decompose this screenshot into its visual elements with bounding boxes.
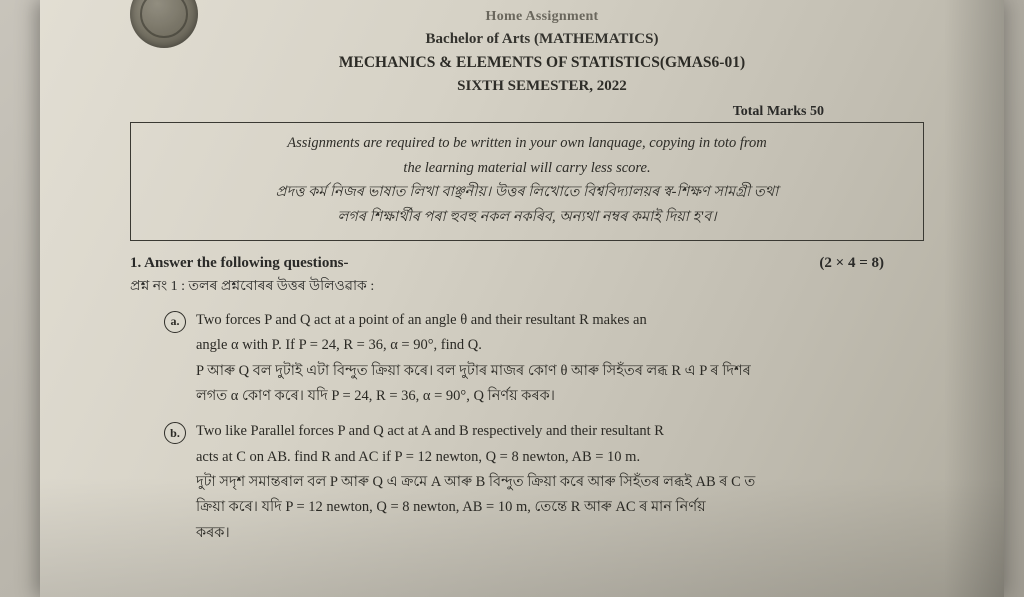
- question-1-subtitle: প্ৰশ্ন নং 1 : তলৰ প্ৰশ্নবোৰৰ উত্তৰ উলিওৱ…: [130, 274, 954, 298]
- question-1-header: 1. Answer the following questions- (2 × …: [130, 255, 884, 272]
- bullet-b-icon: b.: [164, 422, 186, 444]
- q1a-vn-1: P আৰু Q বল দুটাই এটা বিন্দুত ক্ৰিয়া কৰে…: [196, 363, 751, 379]
- q1b-en-1: Two like Parallel forces P and Q act at …: [196, 423, 664, 439]
- course-title: MECHANICS & ELEMENTS OF STATISTICS(GMAS6…: [130, 51, 954, 75]
- total-marks: Total Marks 50: [130, 104, 954, 120]
- semester-title: SIXTH SEMESTER, 2022: [130, 75, 954, 98]
- q1b-vn-3: কৰক।: [196, 525, 230, 541]
- q1b-vn-1: দুটা সদৃশ সমান্তৰাল বল P আৰু Q এ ক্ৰমে A…: [196, 474, 755, 490]
- notice-en-1: Assignments are required to be written i…: [145, 131, 909, 156]
- q1b-vn-2: ক্ৰিয়া কৰে। যদি P = 12 newton, Q = 8 ne…: [196, 499, 706, 515]
- q1a-en-1: Two forces P and Q act at a point of an …: [196, 312, 647, 328]
- question-1a-body: Two forces P and Q act at a point of an …: [196, 308, 914, 410]
- exam-paper: Home Assignment Bachelor of Arts (MATHEM…: [40, 0, 1004, 597]
- assignment-type: Home Assignment: [130, 6, 954, 28]
- question-1-title: 1. Answer the following questions-: [130, 255, 349, 272]
- q1b-en-2: acts at C on AB. find R and AC if P = 12…: [196, 449, 640, 465]
- notice-vn-1: প্ৰদত্ত কৰ্ম নিজৰ ভাষাত লিখা বাঞ্ছনীয়। …: [145, 180, 909, 205]
- bullet-a-icon: a.: [164, 311, 186, 333]
- question-1b: b. Two like Parallel forces P and Q act …: [164, 419, 914, 546]
- instruction-box: Assignments are required to be written i…: [130, 122, 924, 241]
- question-1-marks: (2 × 4 = 8): [819, 255, 884, 272]
- question-1b-body: Two like Parallel forces P and Q act at …: [196, 419, 914, 546]
- q1a-en-2: angle α with P. If P = 24, R = 36, α = 9…: [196, 337, 482, 353]
- document-header: Home Assignment Bachelor of Arts (MATHEM…: [130, 6, 954, 98]
- question-1a: a. Two forces P and Q act at a point of …: [164, 308, 914, 410]
- notice-en-2: the learning material will carry less sc…: [145, 156, 909, 181]
- q1a-vn-2: লগত α কোণ কৰে। যদি P = 24, R = 36, α = 9…: [196, 388, 555, 404]
- degree-title: Bachelor of Arts (MATHEMATICS): [130, 28, 954, 51]
- notice-vn-2: লগৰ শিক্ষাৰ্থীৰ পৰা হুবহু নকল নকৰিব, অন্…: [145, 205, 909, 230]
